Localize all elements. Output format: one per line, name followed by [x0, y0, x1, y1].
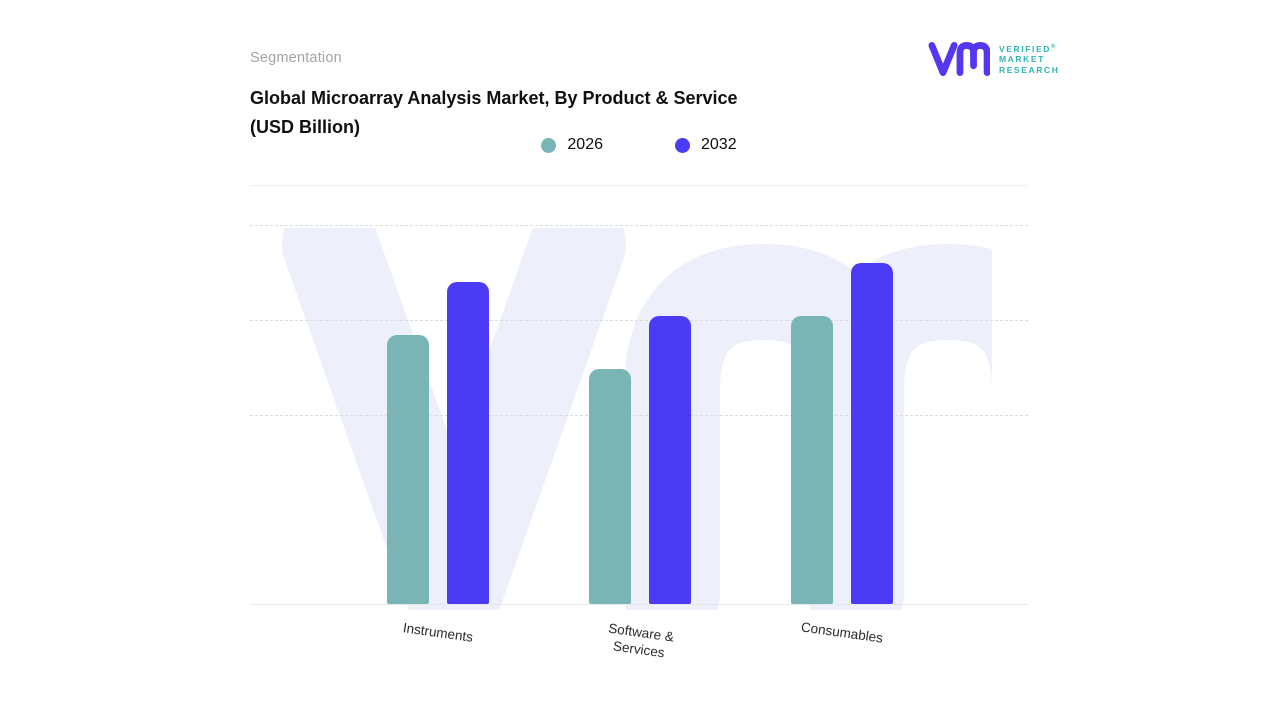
gridline-100 [250, 225, 1028, 226]
bar-2026-category-2 [589, 369, 631, 604]
vmr-logo-line-3: RESEARCH [999, 65, 1060, 76]
vmr-logo-line-1: VERIFIED® [999, 43, 1058, 54]
registered-mark: ® [1051, 43, 1058, 50]
x-axis-baseline [250, 604, 1028, 605]
legend-item-2026: 2026 [541, 136, 603, 154]
header-divider [250, 185, 1028, 186]
legend-item-2032: 2032 [675, 136, 737, 154]
gridline-75 [250, 319, 1028, 321]
segmentation-eyebrow: Segmentation [250, 50, 342, 66]
legend-label-2026: 2026 [567, 136, 603, 153]
legend-dot-2032 [675, 137, 690, 153]
x-axis-label-1: Instruments [402, 620, 474, 645]
legend-dot-2026 [541, 137, 557, 153]
x-axis-label-2: Software & Services [607, 620, 675, 661]
gridline-50 [250, 414, 1028, 416]
bar-2032-category-2 [649, 315, 691, 604]
vmr-logo-mark [928, 42, 990, 76]
bar-2026-category-1 [387, 334, 429, 604]
vmr-logo: VERIFIED® MARKET RESEARCH [928, 38, 1060, 80]
legend: 2026 2032 [250, 136, 1028, 154]
bar-2032-category-1 [447, 281, 489, 604]
page-title: Global Microarray Analysis Market, By Pr… [250, 88, 738, 137]
legend-label-2032: 2032 [701, 136, 737, 153]
vmr-logo-line-2: MARKET [999, 54, 1045, 65]
bar-2032-category-3 [851, 262, 893, 604]
vmr-logo-text: VERIFIED® MARKET RESEARCH [999, 42, 1060, 77]
x-axis-label-3: Consumables [800, 619, 884, 646]
bar-2026-category-3 [791, 315, 833, 604]
plot-area: Instruments Software & Services Consumable… [250, 225, 1028, 660]
